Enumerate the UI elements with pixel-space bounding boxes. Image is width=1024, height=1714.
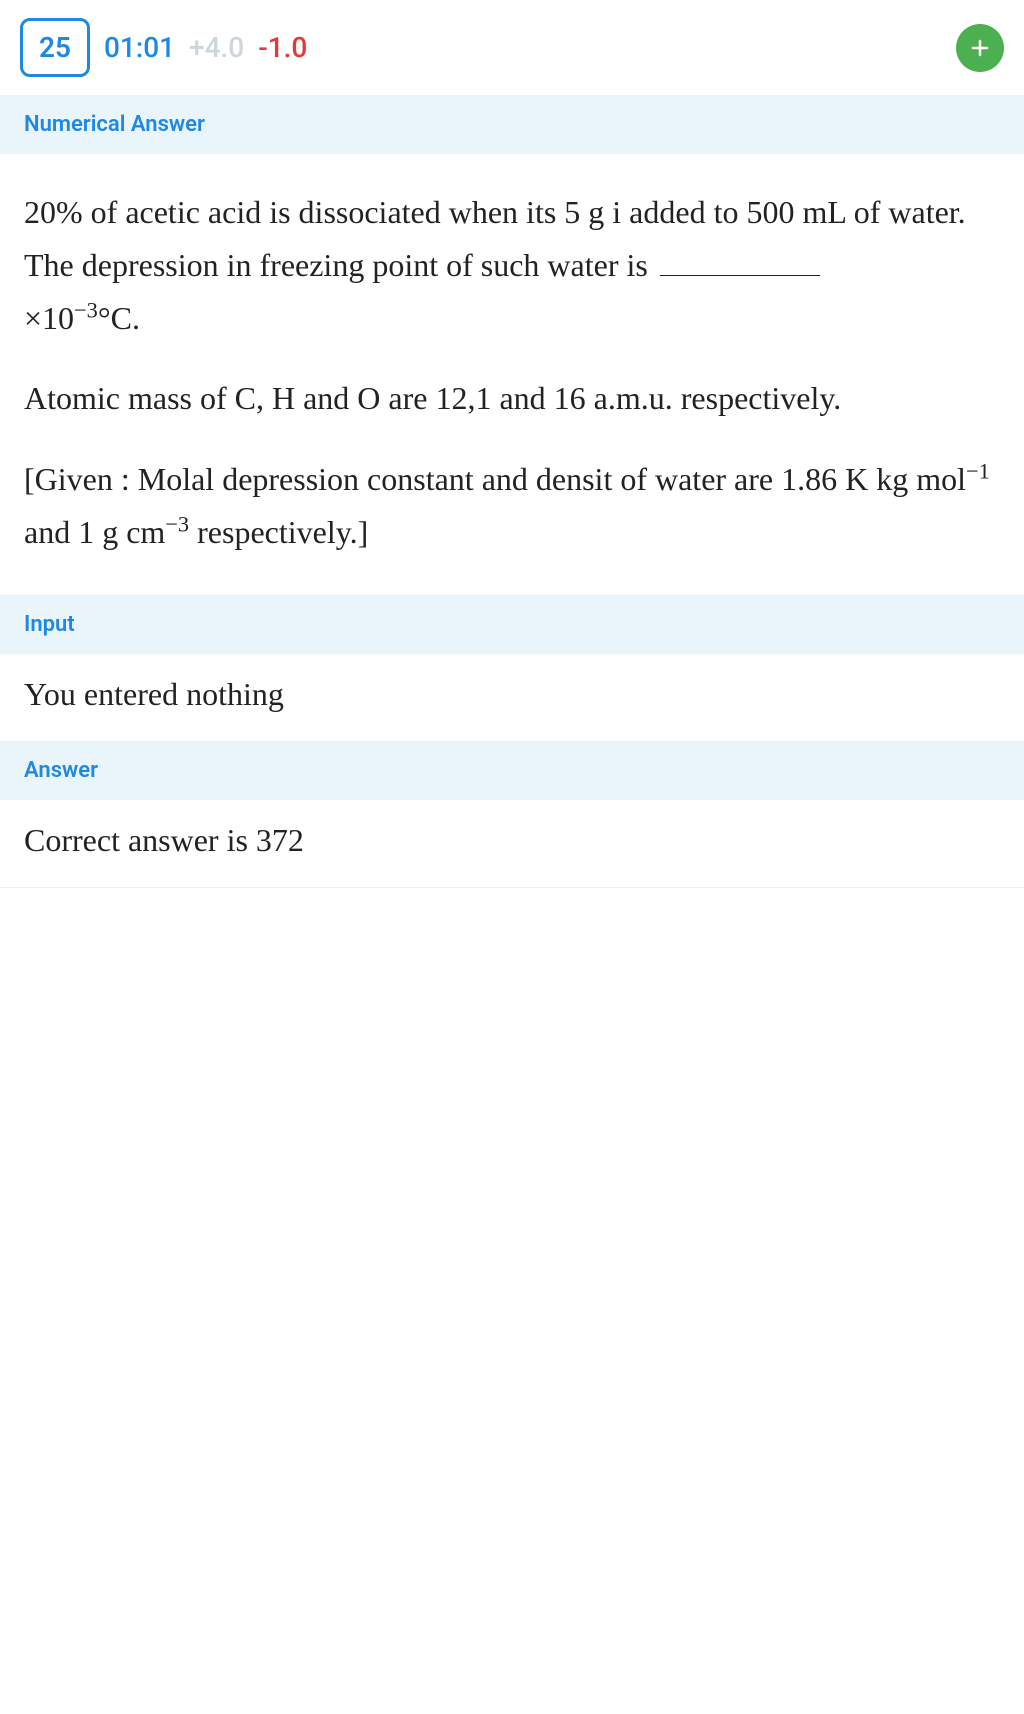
answer-label: Answer <box>0 742 1024 800</box>
q-text: ×10 <box>24 300 74 336</box>
q-text: −3 <box>165 511 189 536</box>
q-text: added to <box>629 194 746 230</box>
question-header: 25 01:01 +4.0 -1.0 <box>0 0 1024 96</box>
q-text: 12,1 <box>435 380 491 416</box>
q-text: O <box>357 380 380 416</box>
answer-value: Correct answer is 372 <box>0 800 1024 888</box>
question-type-label: Numerical Answer <box>0 96 1024 154</box>
q-text: and <box>24 514 78 550</box>
plus-icon <box>968 36 992 60</box>
timer: 01:01 <box>104 31 175 64</box>
question-text: 20% of acetic acid is dissociated when i… <box>0 154 1024 596</box>
positive-marks: +4.0 <box>189 31 244 64</box>
negative-marks: -1.0 <box>258 31 307 64</box>
q-text: Atomic mass of <box>24 380 235 416</box>
q-text: C, H <box>235 380 295 416</box>
q-text: 1 g cm <box>78 514 165 550</box>
input-label: Input <box>0 596 1024 654</box>
q-text: respectively.] <box>189 514 368 550</box>
question-number-box[interactable]: 25 <box>20 18 90 77</box>
q-text: a.m.u. respectively. <box>586 380 842 416</box>
q-text: i <box>604 194 621 230</box>
q-text: 500 mL <box>746 194 845 230</box>
q-text: 16 <box>554 380 586 416</box>
q-text: °C. <box>98 300 140 336</box>
add-button[interactable] <box>956 24 1004 72</box>
q-text: 20% <box>24 194 83 230</box>
q-text: of acetic acid is dissociated when its <box>83 194 565 230</box>
q-text: [Given : Molal depression constant and d… <box>24 461 612 497</box>
q-text: and <box>491 380 553 416</box>
q-text: 5 g <box>564 194 604 230</box>
q-text: of water are <box>620 461 781 497</box>
input-value: You entered nothing <box>0 654 1024 742</box>
q-text: and <box>295 380 357 416</box>
answer-blank <box>660 275 820 276</box>
q-text: −1 <box>966 459 990 484</box>
q-text: are <box>380 380 435 416</box>
q-text: −3 <box>74 297 98 322</box>
q-text: 1.86 K kg mol <box>781 461 966 497</box>
